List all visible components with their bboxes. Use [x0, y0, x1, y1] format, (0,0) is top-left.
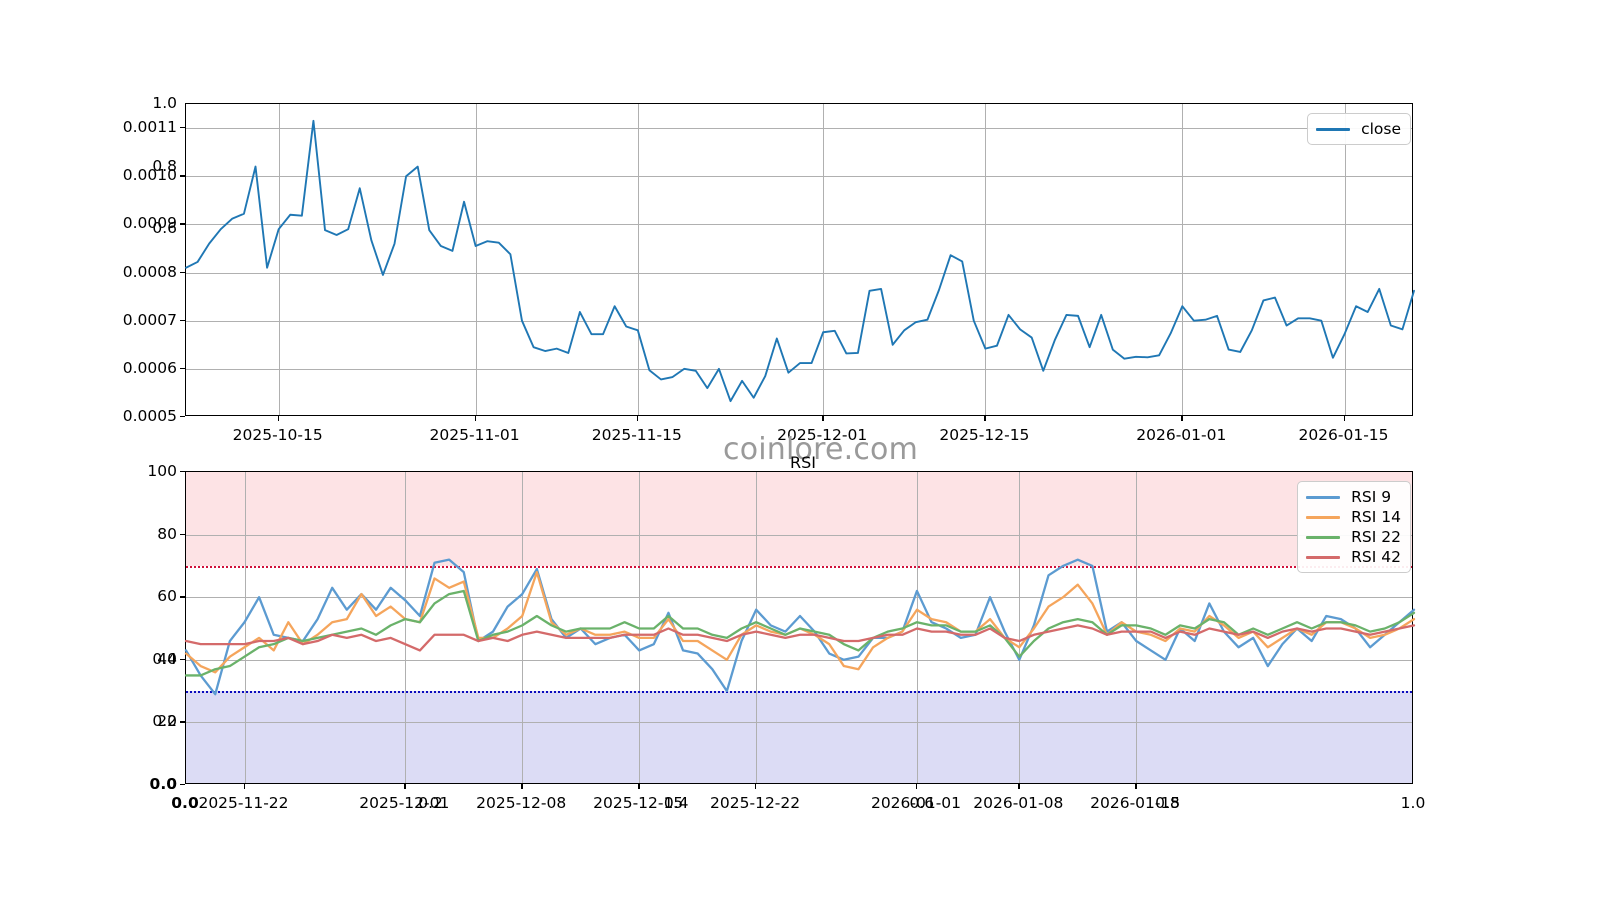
- rsi-x-tick: 2025-12-22: [710, 794, 801, 812]
- price-x-tick: 2026-01-01: [1136, 426, 1227, 444]
- rsi-y-tick: 0: [167, 775, 177, 793]
- price-chart-panel: 0.0005 0.0006 0.0007 0.0008 0.0009 0.0010 0.00…: [123, 94, 1415, 444]
- rsi-plot-frame: [184, 471, 1416, 784]
- rsi-x-tick-secondary: 0.0: [171, 794, 199, 812]
- legend-item[interactable]: close: [1316, 119, 1401, 139]
- legend-label: RSI 14: [1351, 508, 1401, 526]
- legend-item[interactable]: RSI 22: [1306, 527, 1401, 547]
- price-y-tick: 0.0009: [122, 214, 177, 233]
- rsi-y-tick: 100: [147, 462, 177, 480]
- price-y-tick: 0.0010: [122, 166, 177, 185]
- price-plot-frame: [185, 103, 1415, 416]
- legend-color-swatch: [1316, 127, 1351, 131]
- rsi-y-tick: 60: [157, 587, 177, 606]
- oversold-threshold-line: [186, 691, 1412, 694]
- price-y-tick-secondary: 0.8: [152, 156, 177, 175]
- legend-item[interactable]: RSI 42: [1306, 547, 1401, 567]
- legend-color-swatch: [1306, 515, 1341, 519]
- legend-item[interactable]: RSI 9: [1306, 487, 1401, 507]
- rsi-x-tick: 2025-12-01: [359, 794, 450, 812]
- price-y-tick: 0.0005: [122, 407, 177, 425]
- price-y-tick-secondary: 1.0: [152, 94, 177, 112]
- price-x-tick: 2026-01-15: [1298, 426, 1389, 444]
- overbought-threshold-line: [186, 565, 1412, 568]
- rsi-x-tick-secondary: 0.4: [663, 794, 689, 812]
- rsi-chart-panel: 0 20 40 60 80 100 0.0 0.2 0.4 2025-11-22 2025-12-…: [147, 462, 1425, 812]
- rsi-y-tick: 40: [157, 649, 177, 668]
- close-price-line: [185, 119, 1415, 403]
- price-x-tick: 2025-12-15: [939, 426, 1030, 444]
- price-x-tick: 2025-11-01: [429, 426, 520, 444]
- legend-color-swatch: [1306, 495, 1341, 499]
- legend-label: RSI 42: [1351, 548, 1401, 566]
- rsi-x-tick-secondary: 1.0: [1400, 794, 1426, 812]
- rsi-x-tick-secondary: 0.2: [418, 794, 443, 812]
- price-x-tick: 2025-12-01: [777, 426, 868, 444]
- legend-label: RSI 22: [1351, 528, 1401, 546]
- rsi-y-tick-secondary: 0.4: [152, 649, 177, 668]
- legend-color-swatch: [1306, 535, 1341, 539]
- legend-item[interactable]: RSI 14: [1306, 507, 1401, 527]
- oversold-band: [186, 691, 1412, 783]
- rsi-y-tick: 20: [157, 712, 177, 731]
- price-y-tick: 0.0006: [122, 358, 177, 377]
- rsi-x-tick-secondary: 0.6: [909, 794, 935, 812]
- rsi-x-tick: 2025-11-22: [198, 794, 289, 812]
- rsi-y-tick-secondary: 0.2: [152, 712, 177, 731]
- legend-label: RSI 9: [1351, 488, 1392, 506]
- rsi-lines: [184, 558, 1416, 696]
- rsi-x-tick-secondary: 0.8: [1155, 794, 1180, 812]
- rsi-legend[interactable]: RSI 9 RSI 14 RSI 22 RSI 42: [1297, 481, 1411, 573]
- rsi-x-tick: 2026-01-08: [973, 794, 1064, 812]
- rsi-x-tick: 2025-12-08: [476, 794, 567, 812]
- price-y-tick: 0.0008: [122, 262, 177, 281]
- price-y-tick: 0.0007: [122, 310, 177, 329]
- legend-color-swatch: [1306, 555, 1341, 559]
- rsi-x-tick: 2026-01-01: [870, 794, 962, 812]
- rsi-y-tick: 80: [157, 524, 177, 543]
- rsi-x-tick: 2026-01-15: [1090, 794, 1181, 812]
- price-y-tick-secondary: 0.6: [152, 219, 177, 238]
- price-x-tick: 2025-10-15: [232, 426, 323, 444]
- price-y-tick: 0.0011: [122, 118, 177, 137]
- watermark: coinlore.com: [723, 432, 919, 467]
- overbought-band: [186, 472, 1412, 566]
- rsi-x-tick: 2025-12-15: [593, 794, 684, 812]
- rsi-y-tick-secondary: 0.0: [149, 775, 177, 793]
- rsi-subtitle: RSI: [790, 453, 816, 472]
- price-legend[interactable]: close: [1307, 113, 1411, 145]
- legend-label: close: [1361, 120, 1401, 138]
- price-x-tick: 2025-11-15: [591, 426, 682, 444]
